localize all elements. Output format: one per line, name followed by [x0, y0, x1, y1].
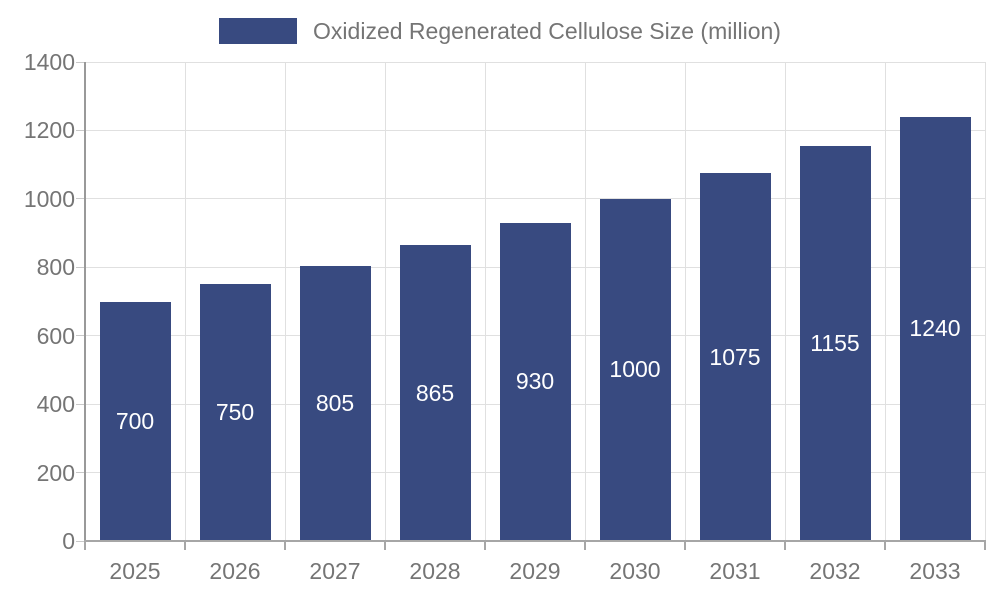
gridline-vertical	[684, 62, 686, 541]
x-tick-label: 2029	[509, 558, 561, 584]
y-tick-label: 1200	[23, 117, 75, 144]
x-tick-mark	[284, 541, 286, 550]
x-tick-label: 2025	[109, 558, 161, 584]
y-tick-mark	[76, 335, 85, 337]
y-tick-mark	[76, 198, 85, 200]
bar-value-label: 1240	[909, 315, 961, 342]
x-tick-mark	[384, 541, 386, 550]
y-tick-mark	[76, 540, 85, 542]
bar-value-label: 865	[415, 379, 455, 406]
legend-item[interactable]: Oxidized Regenerated Cellulose Size (mil…	[219, 18, 781, 45]
x-tick-mark	[984, 541, 986, 550]
bar: 700	[99, 301, 171, 541]
y-tick-mark	[76, 61, 85, 63]
x-tick-mark	[584, 541, 586, 550]
gridline-horizontal	[85, 61, 985, 63]
gridline-vertical	[884, 62, 886, 541]
x-tick-mark	[684, 541, 686, 550]
x-tick-label: 2027	[309, 558, 361, 584]
bar: 805	[299, 265, 371, 541]
y-tick-mark	[76, 129, 85, 131]
plot-area: 700 750 805 865 930 1000 1075 1155 1240	[76, 61, 986, 550]
y-axis-labels: 0 200 400 600 800 1000 1200 1400	[0, 49, 75, 554]
x-axis-line	[84, 540, 986, 542]
y-tick-label: 1400	[23, 49, 75, 75]
y-tick-mark	[76, 472, 85, 474]
bar-value-label: 700	[115, 407, 155, 434]
bar-value-label: 930	[515, 368, 555, 395]
bar: 865	[399, 245, 471, 541]
gridline-vertical	[484, 62, 486, 541]
y-tick-mark	[76, 266, 85, 268]
gridline-vertical	[984, 62, 986, 541]
bar-value-label: 1155	[810, 329, 860, 356]
gridline-horizontal	[85, 198, 985, 200]
gridline-vertical	[384, 62, 386, 541]
x-tick-mark	[884, 541, 886, 550]
y-tick-label: 0	[62, 528, 75, 554]
y-tick-label: 400	[36, 391, 75, 418]
bar: 1000	[599, 198, 671, 541]
bar: 1240	[899, 116, 971, 541]
legend-label: Oxidized Regenerated Cellulose Size (mil…	[313, 17, 781, 44]
x-tick-label: 2031	[709, 558, 761, 584]
x-tick-mark	[84, 541, 86, 550]
gridline-vertical	[784, 62, 786, 541]
y-tick-label: 1000	[23, 185, 75, 212]
y-axis-line	[84, 62, 86, 541]
gridline-vertical	[184, 62, 186, 541]
y-tick-label: 200	[36, 459, 75, 486]
x-tick-label: 2030	[609, 558, 661, 584]
x-tick-label: 2032	[809, 558, 861, 584]
gridline-vertical	[284, 62, 286, 541]
x-tick-mark	[184, 541, 186, 550]
x-tick-mark	[484, 541, 486, 550]
y-tick-label: 800	[36, 254, 75, 281]
bar: 1155	[799, 145, 871, 541]
gridline-vertical	[584, 62, 586, 541]
y-tick-mark	[76, 403, 85, 405]
bar: 750	[199, 284, 271, 541]
gridline-horizontal	[85, 129, 985, 131]
legend-swatch	[219, 18, 298, 44]
legend: Oxidized Regenerated Cellulose Size (mil…	[0, 10, 1000, 52]
bar-value-label: 1075	[709, 343, 761, 370]
bar: 930	[499, 222, 571, 541]
bar-value-label: 805	[315, 389, 355, 416]
y-tick-label: 600	[36, 322, 75, 349]
bar-value-label: 1000	[609, 356, 661, 383]
x-tick-mark	[784, 541, 786, 550]
bar: 1075	[699, 173, 771, 541]
bar-value-label: 750	[215, 399, 255, 426]
x-axis-labels: 2025 2026 2027 2028 2029 2030 2031 2032 2033	[85, 552, 985, 592]
x-tick-label: 2033	[909, 558, 961, 584]
x-tick-label: 2028	[409, 558, 461, 584]
x-tick-label: 2026	[209, 558, 261, 584]
